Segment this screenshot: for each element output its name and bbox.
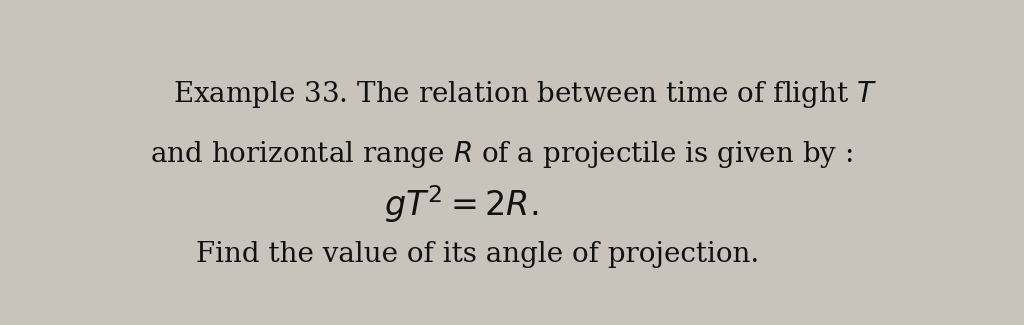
Text: $gT^2 = 2R.$: $gT^2 = 2R.$ [384, 183, 539, 225]
Text: Example 33. The relation between time of flight $T$: Example 33. The relation between time of… [173, 79, 877, 110]
Text: and horizontal range $R$ of a projectile is given by :: and horizontal range $R$ of a projectile… [150, 139, 852, 170]
Text: Find the value of its angle of projection.: Find the value of its angle of projectio… [196, 241, 759, 268]
